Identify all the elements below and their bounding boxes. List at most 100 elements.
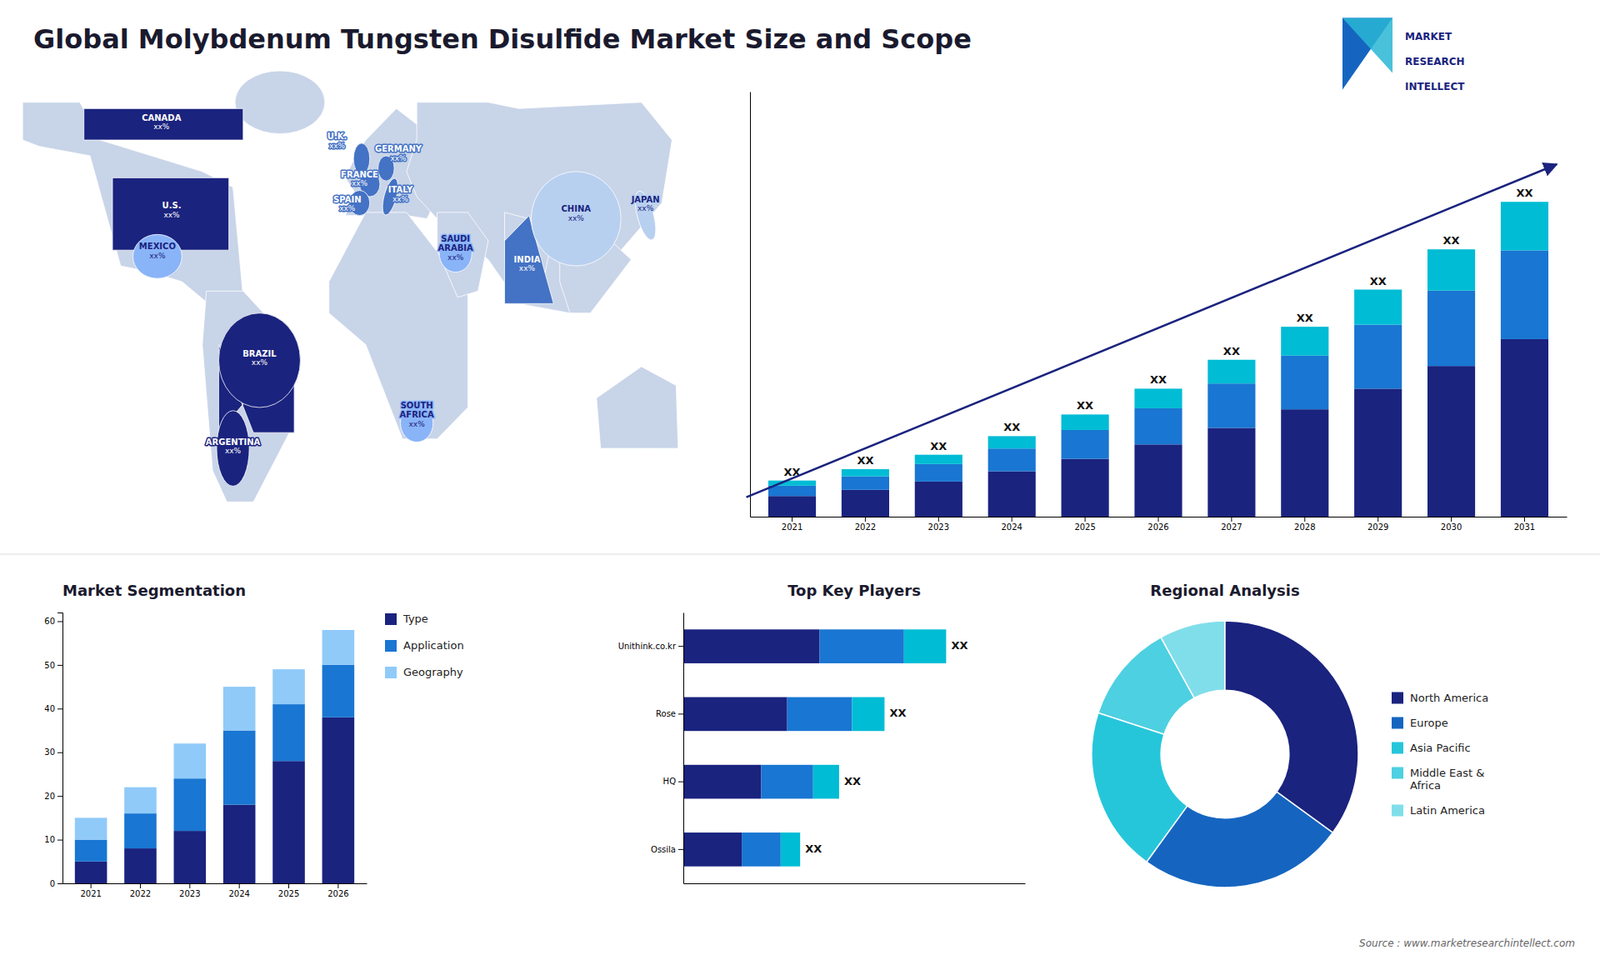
legend: TypeApplicationGeography <box>385 612 465 680</box>
label-line: Asia Pacific <box>1410 740 1471 754</box>
bar <box>75 861 108 884</box>
tick-mark <box>865 516 866 522</box>
logo: MARKETRESEARCHINTELLECT <box>1342 18 1465 93</box>
label-line: Europe <box>1410 715 1449 729</box>
tick: 2026 <box>1147 516 1169 532</box>
tick-label: 2028 <box>1294 522 1315 532</box>
country-label: GERMANY <box>375 144 423 154</box>
country-annotation: xx% <box>153 122 170 131</box>
country-annotation: xx% <box>519 264 536 273</box>
tick: 2026 <box>327 883 349 899</box>
country-shape <box>216 410 250 487</box>
tick-mark <box>239 883 240 889</box>
label-line: ARGENTINA <box>205 437 261 447</box>
tick-label: 2025 <box>278 889 300 899</box>
y-axis <box>750 92 751 518</box>
donut <box>1091 620 1359 888</box>
country-label: ARGENTINA <box>205 437 261 447</box>
tick-mark <box>288 883 290 889</box>
bar-annotation: XX <box>950 639 968 652</box>
country-label: BRAZIL <box>242 349 277 359</box>
country-shape <box>439 234 472 272</box>
tick: 2024 <box>1000 516 1022 532</box>
tick-label: 60 <box>44 616 55 626</box>
tick: 60 <box>44 616 63 626</box>
tick: Ossila <box>650 845 684 855</box>
logo-shape <box>1342 18 1393 74</box>
source-note: Source : www.marketresearchintellect.com <box>1359 937 1575 950</box>
country-annotation: xx% <box>251 358 269 367</box>
bar <box>683 697 788 732</box>
tick-mark <box>57 665 63 666</box>
tick: 2030 <box>1440 516 1462 532</box>
label-line: JAPAN <box>630 195 660 205</box>
tick-mark <box>1377 516 1379 522</box>
bar-annotation: XX <box>1003 420 1020 434</box>
bar-series <box>683 629 820 866</box>
plot-area <box>75 630 355 884</box>
legend-swatch <box>385 613 397 625</box>
bar <box>124 813 157 849</box>
axis-line <box>683 613 685 885</box>
country-label: SPAIN <box>333 195 361 205</box>
legend-entry: North America <box>1410 690 1489 704</box>
bar <box>1061 459 1110 517</box>
bar-annotation: XX <box>1443 234 1460 247</box>
tick: 2022 <box>855 516 876 532</box>
tick-mark <box>938 516 940 522</box>
map-labels: CANADAxx%U.S.xx%MEXICOxx%BRAZILxx%ARGENT… <box>139 113 660 455</box>
country-label: U.S. <box>162 200 182 210</box>
bar <box>1061 414 1110 430</box>
bar <box>1500 201 1549 250</box>
bar <box>1354 325 1402 390</box>
legend-swatch <box>385 666 397 679</box>
tick-mark <box>189 883 190 889</box>
legend-entry: Type <box>402 612 429 625</box>
tick-label: HQ <box>663 776 677 786</box>
bar <box>768 495 816 517</box>
bar <box>768 485 816 496</box>
bar-annotation: XX <box>1076 399 1094 412</box>
continent <box>235 70 325 135</box>
slice <box>1225 620 1359 833</box>
label-line: SPAIN <box>333 195 361 205</box>
tick-label: 2030 <box>1440 522 1462 532</box>
country-shape <box>84 108 244 140</box>
bar-series <box>741 629 905 866</box>
logo-shape <box>1342 18 1393 90</box>
label-line: Middle East & <box>1410 765 1485 779</box>
tick-mark <box>1158 516 1160 522</box>
tick-label: Ossila <box>650 845 676 855</box>
legend-swatch <box>1391 692 1404 705</box>
bar <box>988 471 1036 517</box>
bar <box>322 665 355 718</box>
tick-mark <box>57 883 63 885</box>
bar-series <box>75 630 355 840</box>
bar <box>1134 408 1182 445</box>
tick: 2023 <box>179 883 200 899</box>
tick: 40 <box>44 704 63 714</box>
x-axis <box>684 883 1026 885</box>
label-line: GERMANY <box>375 144 423 154</box>
country-annotation: xx% <box>329 141 346 150</box>
bar-annotation: XX <box>930 440 947 453</box>
label-line: Africa <box>1410 778 1441 791</box>
tick-mark <box>1524 516 1525 522</box>
label-line: FRANCE <box>340 170 379 180</box>
bar-annotation: XX <box>844 775 861 788</box>
plot-area <box>683 629 946 866</box>
tick-mark <box>678 645 684 647</box>
bar <box>683 832 742 867</box>
bar <box>904 629 947 664</box>
tick-label: 2024 <box>228 889 250 899</box>
bar <box>841 476 890 490</box>
label-line: MEXICO <box>139 241 176 251</box>
tick-label: 2022 <box>855 522 876 532</box>
legend: North America Europe Asia Pacific Middle Ea… <box>1391 690 1489 817</box>
label-line: ITALY <box>388 185 414 195</box>
bar-annotation: XX <box>856 454 874 467</box>
country-shape <box>218 313 300 408</box>
tick: 10 <box>44 835 63 845</box>
chart-title: Regional Analysis <box>1150 581 1300 600</box>
country-annotation: xx% <box>351 179 369 188</box>
